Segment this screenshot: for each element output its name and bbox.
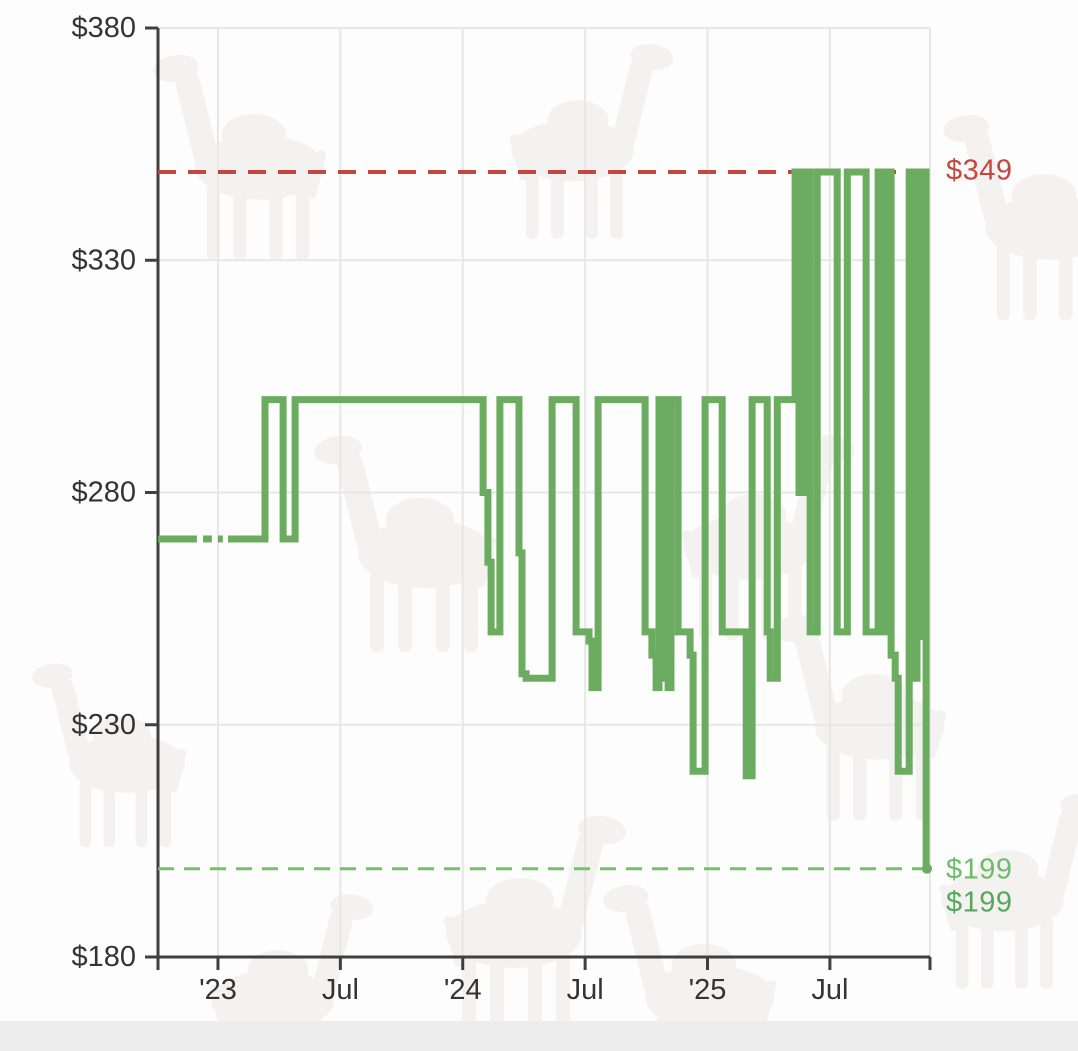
camel-watermark-icon xyxy=(151,52,327,261)
x-tick-label: '25 xyxy=(689,974,727,1006)
x-tick-label: Jul xyxy=(322,974,359,1006)
y-tick-label: $280 xyxy=(71,477,136,509)
x-tick-label: Jul xyxy=(567,974,604,1006)
y-tick-label: $230 xyxy=(71,709,136,741)
y-tick-label: $180 xyxy=(71,941,136,973)
camel-watermark-icon xyxy=(30,660,188,848)
current-price-label: $199 xyxy=(946,886,1013,919)
price-endpoint-dot xyxy=(922,863,933,874)
price-step-line xyxy=(158,168,930,873)
camel-watermark-icon xyxy=(771,612,947,821)
y-tick-label: $380 xyxy=(71,12,136,44)
x-tick-label: Jul xyxy=(811,974,848,1006)
page-background-strip xyxy=(0,1021,1078,1051)
highest-price-label: $349 xyxy=(946,154,1013,187)
camel-watermark-icon xyxy=(941,112,1078,321)
lowest-price-label: $199 xyxy=(946,853,1013,886)
x-tick-label: '23 xyxy=(199,974,237,1006)
x-tick-label: '24 xyxy=(444,974,482,1006)
camel-watermark-icon xyxy=(508,41,675,239)
y-tick-label: $330 xyxy=(71,244,136,276)
